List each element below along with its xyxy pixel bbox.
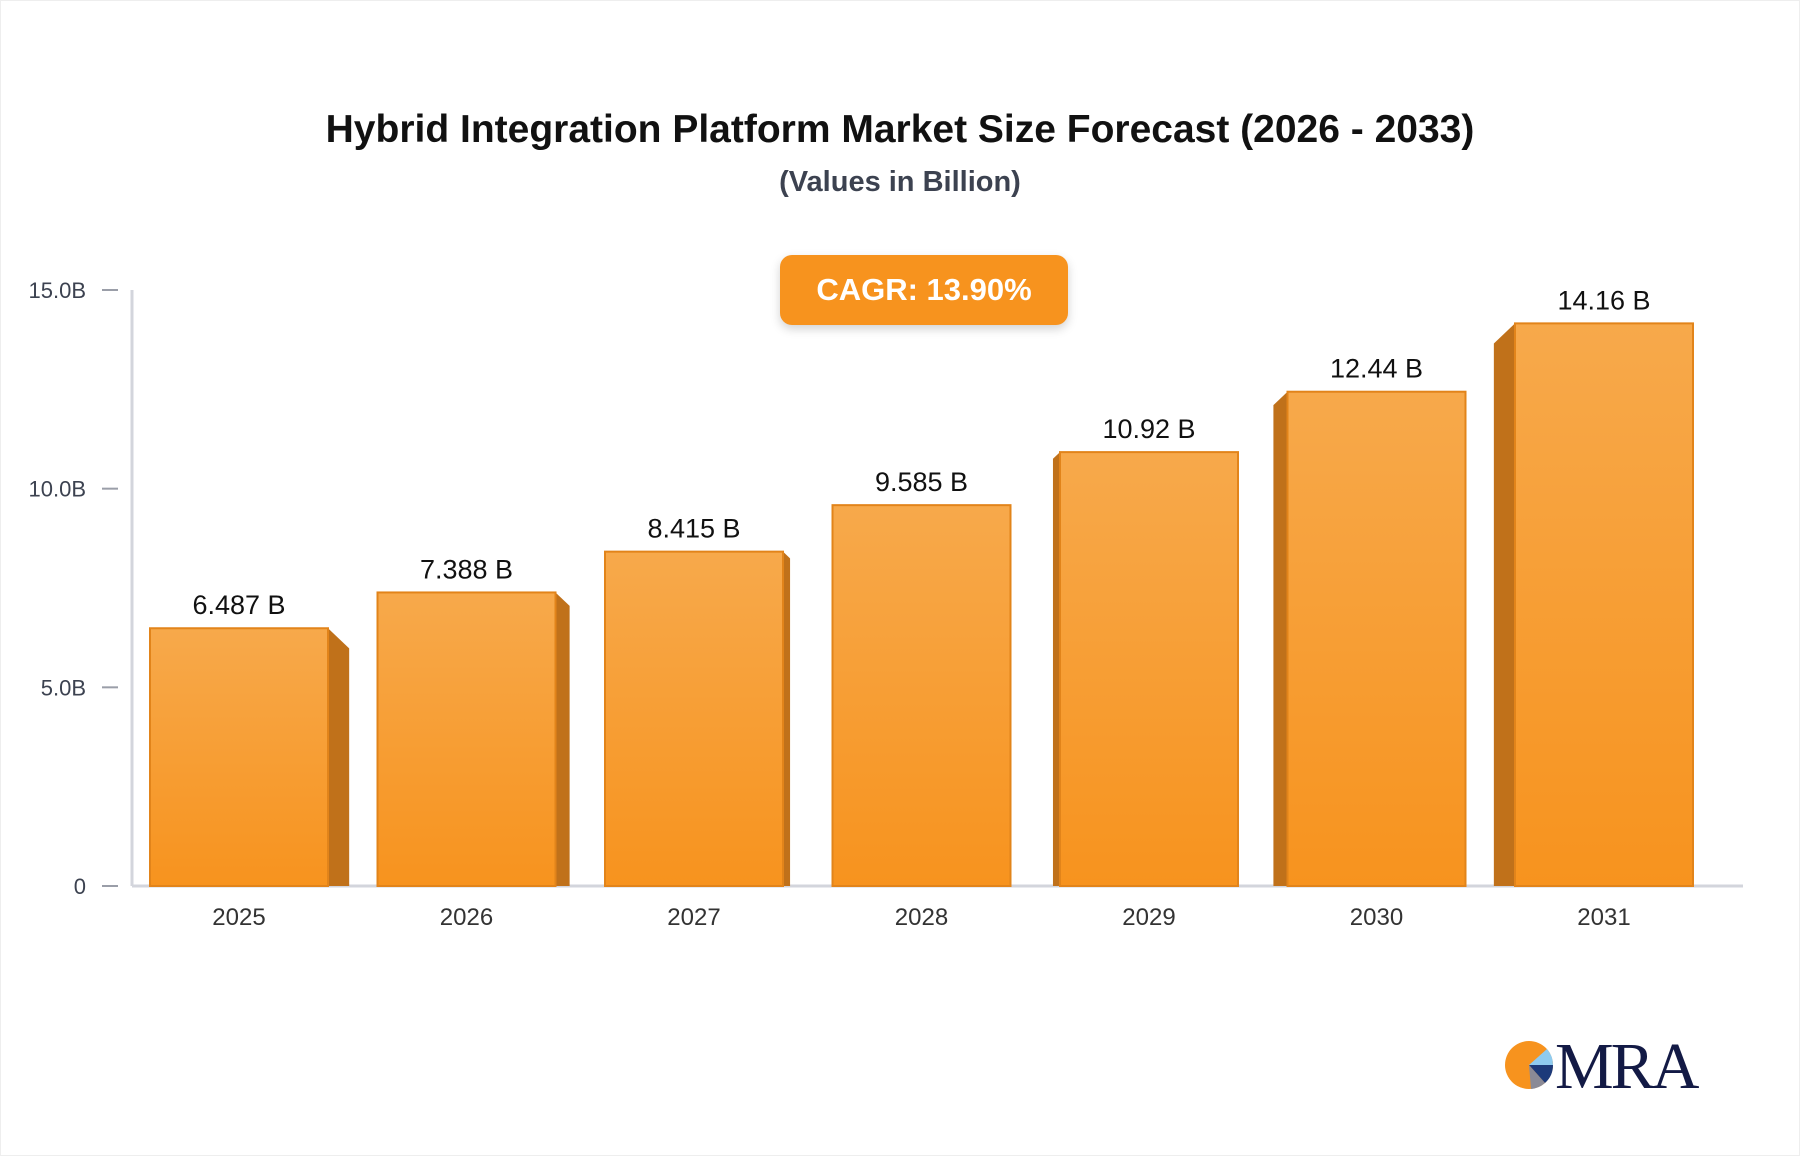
bar-side — [1052, 452, 1060, 886]
chart-title: Hybrid Integration Platform Market Size … — [325, 108, 1475, 151]
bar-2028 — [831, 504, 1012, 887]
data-label: 7.388 B — [420, 554, 513, 584]
y-tick-label: 10.0B — [29, 477, 87, 502]
data-label: 8.415 B — [647, 514, 740, 544]
bar-2031 — [1514, 322, 1694, 888]
chart-subtitle: (Values in Billion) — [779, 166, 1021, 198]
x-tick-label: 2030 — [1350, 904, 1403, 931]
x-tick-label: 2026 — [440, 904, 493, 931]
bar-2027 — [604, 550, 784, 887]
bar-side — [783, 551, 791, 886]
bar-2030 — [1286, 390, 1467, 887]
data-label: 6.487 B — [192, 590, 285, 620]
bar-side — [328, 628, 350, 886]
data-label: 9.585 B — [875, 467, 968, 497]
x-tick-label: 2029 — [1122, 904, 1175, 931]
mra-logo: MRA — [1505, 1030, 1699, 1105]
y-tick-label: 15.0B — [29, 278, 87, 303]
bar-side — [555, 592, 570, 886]
x-tick-label: 2025 — [212, 904, 265, 931]
logo-text: MRA — [1555, 1030, 1699, 1103]
bar-2029 — [1059, 451, 1239, 887]
data-label: 10.92 B — [1102, 414, 1195, 444]
bar-side — [1273, 391, 1288, 886]
cagr-badge: CAGR: 13.90% — [780, 255, 1068, 325]
data-label: 12.44 B — [1330, 354, 1423, 384]
bar-2026 — [376, 591, 557, 887]
pie-logo-icon — [1505, 1041, 1554, 1089]
bar-2025 — [149, 627, 329, 887]
x-tick-label: 2027 — [667, 904, 720, 931]
data-label: 14.16 B — [1557, 285, 1650, 315]
x-tick-label: 2031 — [1577, 904, 1630, 931]
y-tick-label: 5.0B — [41, 675, 86, 700]
bar-side — [1493, 323, 1515, 887]
x-tick-label: 2028 — [895, 904, 948, 931]
y-tick-label: 0 — [74, 874, 86, 899]
